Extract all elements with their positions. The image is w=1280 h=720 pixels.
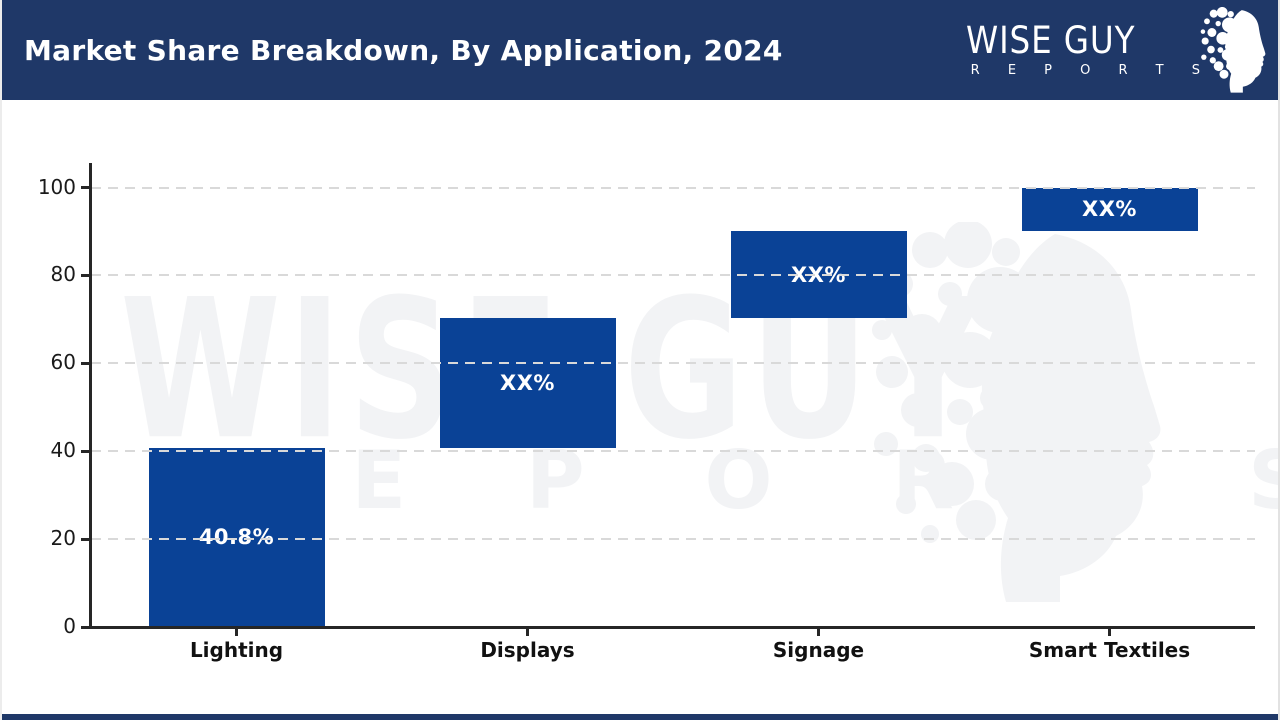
y-tick-80 — [81, 273, 90, 277]
y-tick-40 — [81, 449, 90, 453]
x-tick-label: Signage — [772, 638, 865, 662]
y-tick-label: 20 — [50, 526, 76, 551]
y-tick-0 — [81, 625, 90, 629]
y-tick-100 — [81, 186, 90, 189]
y-tick-label: 0 — [63, 614, 76, 638]
brand-logo-text: WISE GUY R E P O R T S — [966, 22, 1212, 78]
x-tick-3 — [817, 627, 820, 636]
brand-subname: R E P O R T S — [970, 63, 1212, 78]
page-title: Market Share Breakdown, By Application, … — [24, 33, 783, 67]
y-tick-60 — [81, 361, 90, 365]
watermark-head-icon — [872, 222, 1161, 602]
bar-value-label: XX% — [1082, 197, 1137, 222]
bar-displays: XX% — [439, 317, 616, 448]
y-tick-label: 100 — [37, 174, 76, 199]
y-tick-label: 40 — [50, 438, 76, 463]
bar-value-label: 40.8% — [198, 525, 275, 550]
bar-value-label: XX% — [500, 370, 555, 395]
gridline-20 — [91, 538, 1255, 541]
x-tick-2 — [526, 627, 529, 636]
gridline-80 — [91, 274, 1255, 277]
bar-lighting: 40.8% — [148, 447, 325, 627]
header: Market Share Breakdown, By Application, … — [2, 0, 1278, 100]
brand-logo: WISE GUY R E P O R T S — [966, 7, 1272, 93]
footer-bar — [2, 714, 1278, 720]
brand-head-icon — [1200, 7, 1266, 93]
brand-name: WISE GUY — [965, 19, 1136, 62]
x-tick-label: Smart Textiles — [1028, 638, 1191, 662]
gridline-100 — [91, 186, 1255, 189]
x-tick-label: Lighting — [189, 638, 284, 662]
x-axis — [87, 626, 1255, 629]
gridline-40 — [91, 450, 1255, 453]
gridline-60 — [91, 362, 1255, 365]
x-tick-1 — [235, 627, 238, 636]
x-tick-label: Displays — [480, 638, 575, 662]
y-tick-20 — [81, 537, 90, 541]
y-axis — [89, 163, 92, 629]
y-tick-label: 60 — [50, 350, 76, 375]
x-tick-4 — [1108, 627, 1111, 636]
y-tick-label: 80 — [50, 262, 76, 287]
bar-smart-textiles: XX% — [1021, 187, 1198, 232]
